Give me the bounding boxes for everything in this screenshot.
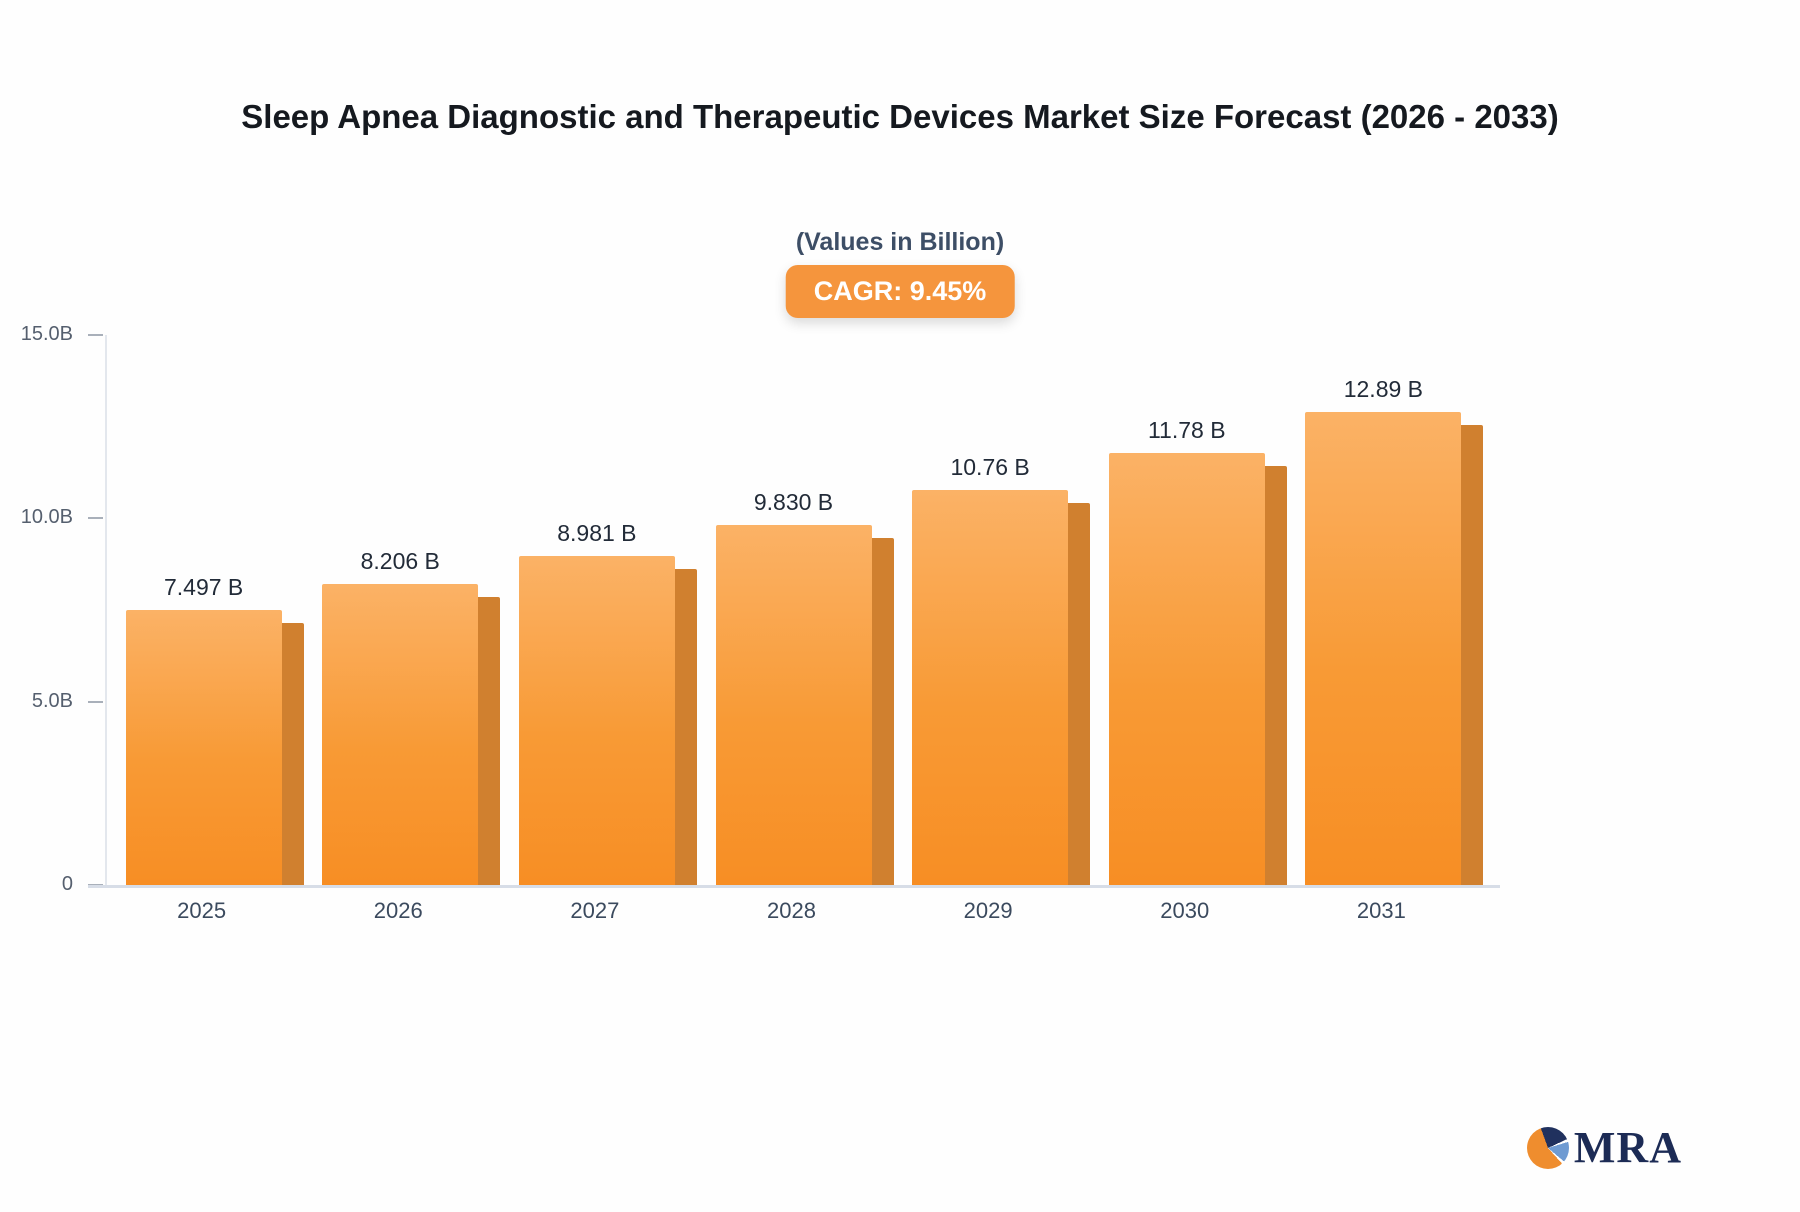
bar xyxy=(1108,453,1265,885)
bar-group: 11.78 B xyxy=(1108,335,1287,885)
y-axis-tick-mark xyxy=(88,700,103,703)
bar-side-face xyxy=(281,623,304,885)
x-axis-label: 2030 xyxy=(1160,898,1210,923)
brand-logo: MRA xyxy=(1526,1123,1682,1172)
bar-value-label: 8.981 B xyxy=(557,519,637,546)
x-axis-label: 2027 xyxy=(570,898,620,923)
x-axis-label: 2029 xyxy=(963,898,1013,923)
bar-group: 8.206 B xyxy=(322,335,501,885)
y-axis-tick-label: 15.0B xyxy=(20,323,73,345)
bar xyxy=(1305,412,1462,885)
bar-side-face xyxy=(1068,503,1091,885)
y-axis-tick-label: 0 xyxy=(61,873,73,895)
x-axis-label: 2031 xyxy=(1356,898,1406,923)
y-axis-tick-mark xyxy=(88,517,103,520)
bar-group: 7.497 B xyxy=(125,335,304,885)
y-axis-tick-label: 10.0B xyxy=(20,506,73,529)
x-axis-slot: 2030 xyxy=(1107,898,1285,924)
bar-side-face xyxy=(871,537,894,885)
chart-subtitle: (Values in Billion) xyxy=(795,228,1005,256)
bar-value-label: 9.830 B xyxy=(753,488,834,515)
cagr-badge: CAGR: 9.45% xyxy=(785,265,1015,318)
x-axis-slot: 2027 xyxy=(517,898,695,924)
x-axis-label: 2026 xyxy=(373,898,423,923)
bars-container: 7.497 B 8.206 B 8.981 B 9.830 B 10.76 B 11.78… xyxy=(107,335,1502,885)
bar-group: 12.89 B xyxy=(1305,335,1484,885)
bar-value-label: 12.89 B xyxy=(1343,376,1424,403)
bar-side-face xyxy=(674,568,697,885)
bar-group: 8.981 B xyxy=(518,335,697,885)
bar xyxy=(518,555,675,885)
bar xyxy=(715,524,872,885)
y-axis-tick-mark xyxy=(88,334,103,336)
x-axis-label: 2028 xyxy=(767,898,816,923)
bar-value-label: 7.497 B xyxy=(163,574,244,601)
x-axis-slot: 2026 xyxy=(320,898,498,924)
plot-area: 7.497 B 8.206 B 8.981 B 9.830 B 10.76 B 11.78… xyxy=(105,335,1502,885)
x-axis-slot: 2025 xyxy=(124,898,302,924)
x-axis-slot: 2029 xyxy=(910,898,1088,924)
x-axis-slot: 2031 xyxy=(1303,898,1481,924)
x-axis-label: 2025 xyxy=(177,898,227,923)
bar-side-face xyxy=(478,597,501,885)
x-axis-line xyxy=(88,885,1500,888)
bar-side-face xyxy=(1461,425,1484,885)
bar-value-label: 8.206 B xyxy=(360,548,440,575)
bar-value-label: 11.78 B xyxy=(1147,417,1226,444)
logo-text: MRA xyxy=(1573,1123,1682,1172)
bar xyxy=(322,584,479,885)
bar-value-label: 10.76 B xyxy=(950,454,1030,481)
bar-side-face xyxy=(1264,466,1287,885)
x-axis-labels: 2025 2026 2027 2028 2029 2030 2031 xyxy=(105,898,1500,924)
bar xyxy=(125,610,282,885)
bar-group: 9.830 B xyxy=(715,335,894,885)
chart-title: Sleep Apnea Diagnostic and Therapeutic D… xyxy=(241,98,1559,135)
y-axis-tick-label: 5.0B xyxy=(31,689,73,712)
logo-pie-icon xyxy=(1526,1127,1569,1169)
bar-group: 10.76 B xyxy=(912,335,1091,885)
y-axis: 15.0B 10.0B 5.0B 0 xyxy=(0,323,105,895)
bar xyxy=(912,490,1069,885)
x-axis-slot: 2028 xyxy=(714,898,892,924)
